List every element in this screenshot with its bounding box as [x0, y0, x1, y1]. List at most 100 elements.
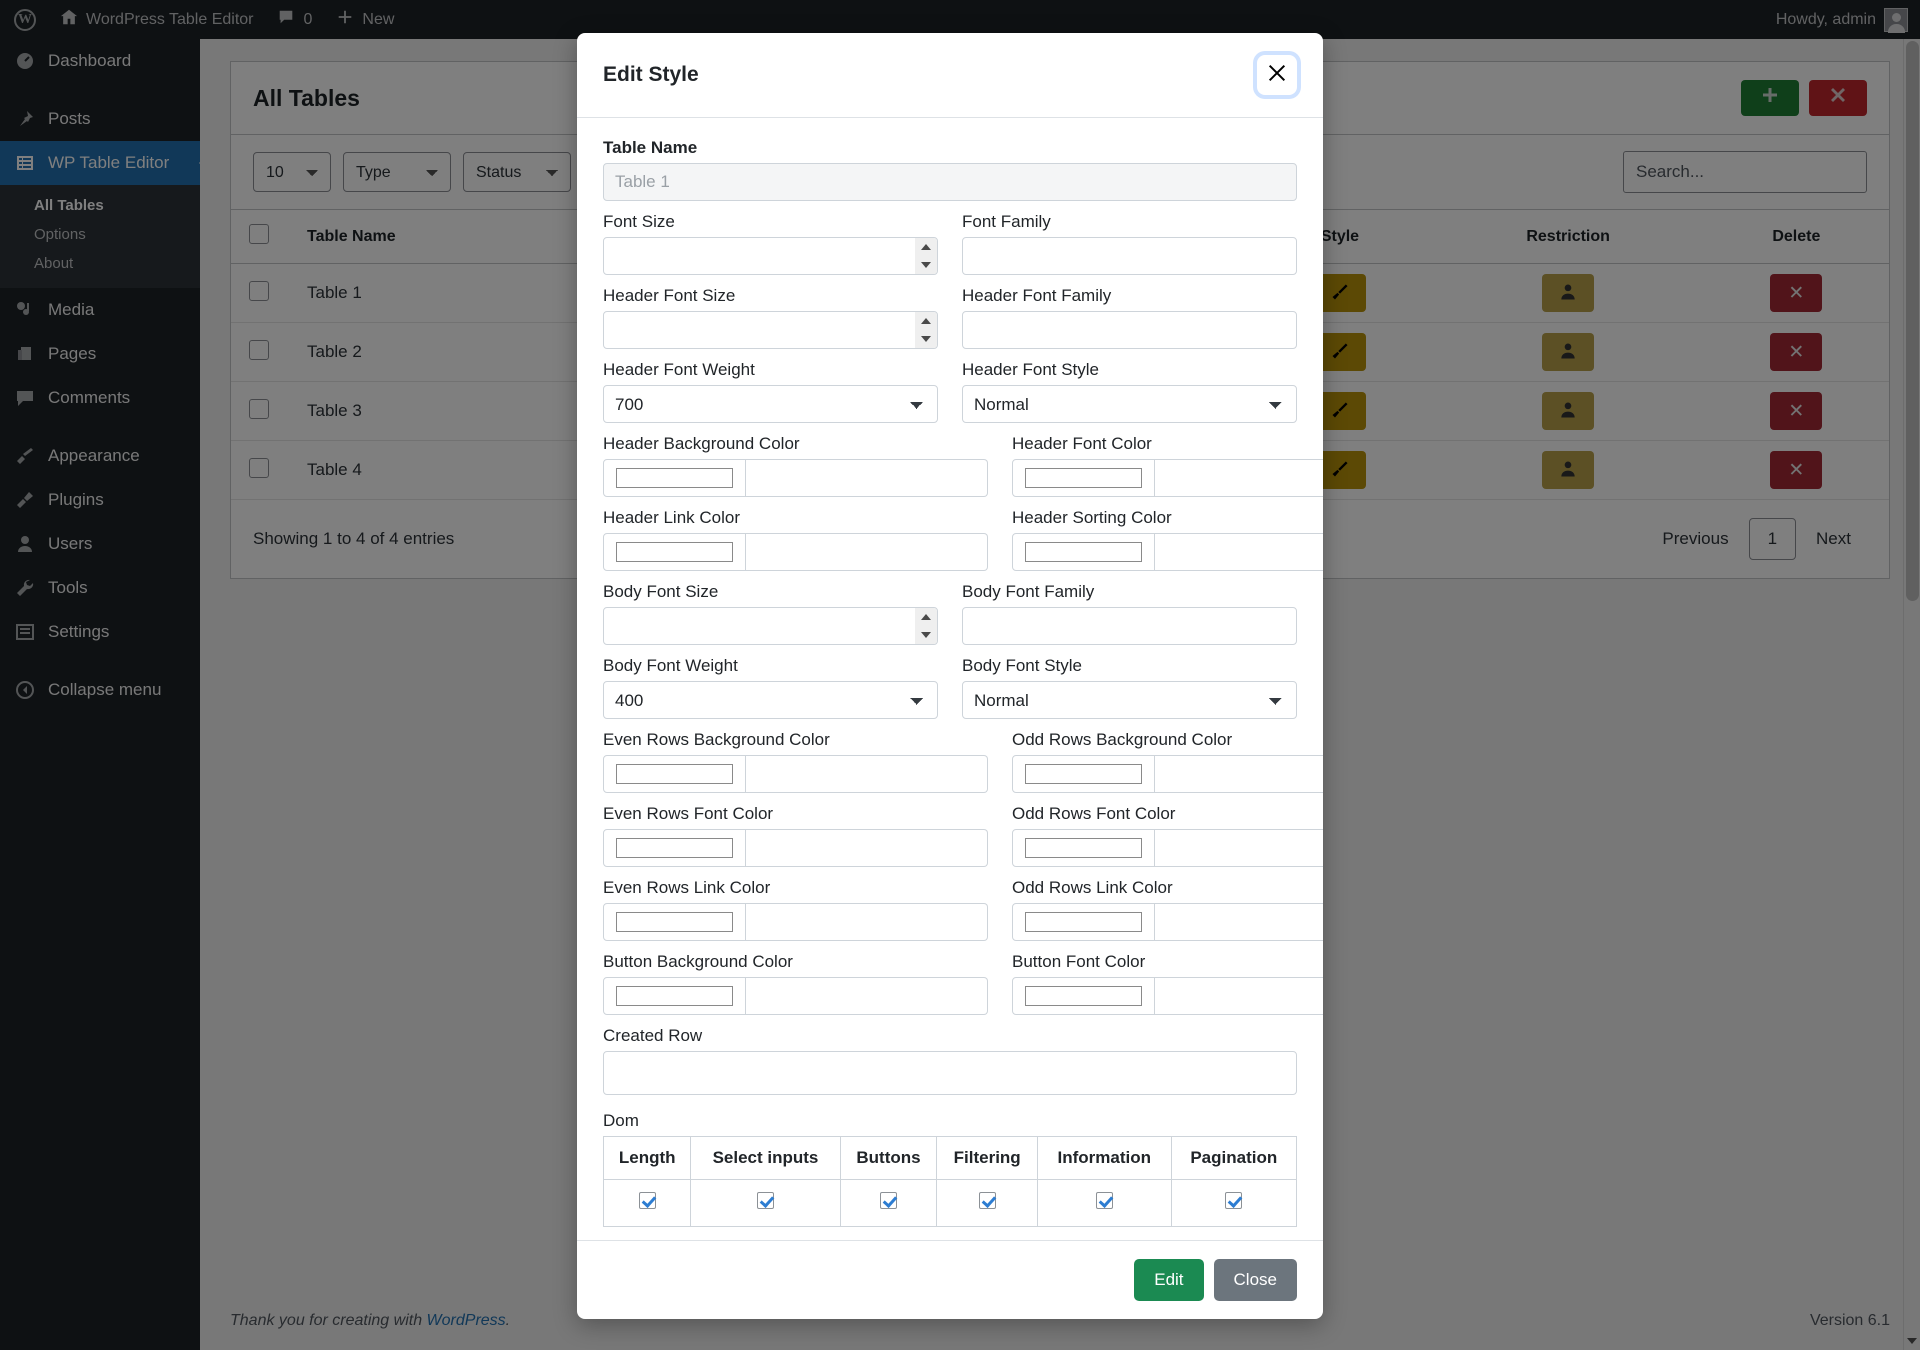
color-picker	[1012, 903, 1323, 941]
field-header-background-color: Header Background Color	[603, 434, 988, 497]
header-background-color-input[interactable]	[746, 459, 988, 497]
dom-cell-information	[1036, 1179, 1172, 1227]
dom-cell-select-inputs	[690, 1179, 841, 1227]
dom-checkbox-pagination[interactable]	[1225, 1192, 1243, 1209]
dom-checkbox-filtering[interactable]	[978, 1192, 996, 1209]
field-table-name: Table Name	[603, 138, 1297, 201]
field-font-size: Font Size	[603, 212, 938, 275]
field-label: Table Name	[603, 138, 698, 157]
header-background-color-swatch[interactable]	[603, 459, 746, 497]
button-background-color-input[interactable]	[746, 977, 988, 1015]
dom-column-length: Length	[602, 1136, 692, 1180]
field-header-font-weight: Header Font Weight 700	[603, 360, 938, 423]
modal-header: Edit Style	[577, 33, 1323, 118]
field-odd-rows-font-color: Odd Rows Font Color	[1012, 804, 1323, 867]
field-label: Button Font Color	[1012, 952, 1146, 971]
table-name-input[interactable]	[603, 163, 1297, 201]
body-font-size-stepper[interactable]	[915, 608, 937, 644]
field-header-font-size: Header Font Size	[603, 286, 938, 349]
header-link-color-swatch[interactable]	[603, 533, 746, 571]
header-font-family-input[interactable]	[962, 311, 1297, 349]
field-header-font-style: Header Font Style Normal	[962, 360, 1297, 423]
header-sorting-color-swatch[interactable]	[1012, 533, 1155, 571]
chevron-up-icon[interactable]	[921, 614, 931, 620]
dom-column-select-inputs: Select inputs	[690, 1136, 841, 1180]
body-font-weight-select[interactable]: 400	[603, 681, 938, 719]
body-font-size-input[interactable]	[603, 607, 938, 645]
header-font-style-select[interactable]: Normal	[962, 385, 1297, 423]
color-picker	[1012, 533, 1323, 571]
header-font-weight-select[interactable]: 700	[603, 385, 938, 423]
color-preview	[616, 912, 733, 932]
dom-checkbox-length[interactable]	[638, 1192, 656, 1209]
header-font-size-stepper[interactable]	[915, 312, 937, 348]
row-rows-font-color: Even Rows Font Color Odd Rows Font Color	[603, 804, 1323, 867]
field-dom: Dom Length Select inputs Buttons Filteri…	[602, 1111, 1298, 1227]
chevron-down-icon[interactable]	[921, 632, 931, 638]
field-label: Header Font Size	[603, 286, 736, 305]
dom-column-buttons: Buttons	[839, 1136, 938, 1180]
even-rows-link-color-input[interactable]	[746, 903, 988, 941]
field-label: Even Rows Link Color	[603, 878, 771, 897]
chevron-down-icon[interactable]	[921, 262, 931, 268]
dom-checkbox-information[interactable]	[1095, 1192, 1113, 1209]
field-button-background-color: Button Background Color	[603, 952, 988, 1015]
font-size-stepper[interactable]	[915, 238, 937, 274]
color-preview	[1025, 542, 1142, 562]
even-rows-background-color-swatch[interactable]	[603, 755, 746, 793]
field-label: Header Link Color	[603, 508, 741, 527]
header-sorting-color-input[interactable]	[1155, 533, 1323, 571]
header-font-color-input[interactable]	[1155, 459, 1323, 497]
modal-close-footer-button[interactable]: Close	[1213, 1259, 1297, 1301]
even-rows-link-color-swatch[interactable]	[603, 903, 746, 941]
color-picker	[603, 533, 988, 571]
body-font-style-select[interactable]: Normal	[962, 681, 1297, 719]
color-preview	[616, 468, 733, 488]
row-header-link-sorting-color: Header Link Color Header Sorting Color	[603, 508, 1323, 571]
field-created-row: Created Row	[603, 1026, 1297, 1100]
color-preview	[1025, 912, 1142, 932]
field-body-font-weight: Body Font Weight 400	[603, 656, 938, 719]
dom-checkbox-select-inputs[interactable]	[756, 1192, 774, 1209]
odd-rows-link-color-swatch[interactable]	[1012, 903, 1155, 941]
even-rows-font-color-input[interactable]	[746, 829, 988, 867]
color-picker	[603, 977, 988, 1015]
header-font-size-input[interactable]	[603, 311, 938, 349]
field-body-font-style: Body Font Style Normal	[962, 656, 1297, 719]
font-size-input[interactable]	[603, 237, 938, 275]
row-body-weight-style: Body Font Weight 400 Body Font Style Nor…	[603, 656, 1297, 719]
row-button-colors: Button Background Color Button Font Colo…	[603, 952, 1323, 1015]
dom-checkbox-buttons[interactable]	[879, 1192, 897, 1209]
field-even-rows-link-color: Even Rows Link Color	[603, 878, 988, 941]
close-x-icon	[1266, 62, 1288, 88]
font-family-input[interactable]	[962, 237, 1297, 275]
row-rows-link-color: Even Rows Link Color Odd Rows Link Color	[603, 878, 1323, 941]
dom-column-information: Information	[1036, 1136, 1172, 1180]
header-link-color-input[interactable]	[746, 533, 988, 571]
modal-edit-button[interactable]: Edit	[1134, 1259, 1204, 1301]
dom-column-filtering: Filtering	[936, 1136, 1038, 1180]
odd-rows-link-color-input[interactable]	[1155, 903, 1323, 941]
chevron-up-icon[interactable]	[921, 244, 931, 250]
body-font-family-input[interactable]	[962, 607, 1297, 645]
odd-rows-font-color-swatch[interactable]	[1012, 829, 1155, 867]
created-row-textarea[interactable]	[603, 1051, 1297, 1095]
button-background-color-swatch[interactable]	[603, 977, 746, 1015]
chevron-up-icon[interactable]	[921, 318, 931, 324]
even-rows-background-color-input[interactable]	[746, 755, 988, 793]
chevron-down-icon[interactable]	[921, 336, 931, 342]
field-odd-rows-link-color: Odd Rows Link Color	[1012, 878, 1323, 941]
dom-cell-buttons	[839, 1179, 938, 1227]
field-label: Body Font Family	[962, 582, 1095, 601]
odd-rows-font-color-input[interactable]	[1155, 829, 1323, 867]
dom-table-body	[602, 1179, 1298, 1227]
even-rows-font-color-swatch[interactable]	[603, 829, 746, 867]
header-font-color-swatch[interactable]	[1012, 459, 1155, 497]
odd-rows-background-color-input[interactable]	[1155, 755, 1323, 793]
modal-close-button[interactable]	[1257, 55, 1297, 95]
button-font-color-input[interactable]	[1155, 977, 1323, 1015]
odd-rows-background-color-swatch[interactable]	[1012, 755, 1155, 793]
field-header-font-color: Header Font Color	[1012, 434, 1323, 497]
number-input-wrap	[603, 237, 938, 275]
button-font-color-swatch[interactable]	[1012, 977, 1155, 1015]
